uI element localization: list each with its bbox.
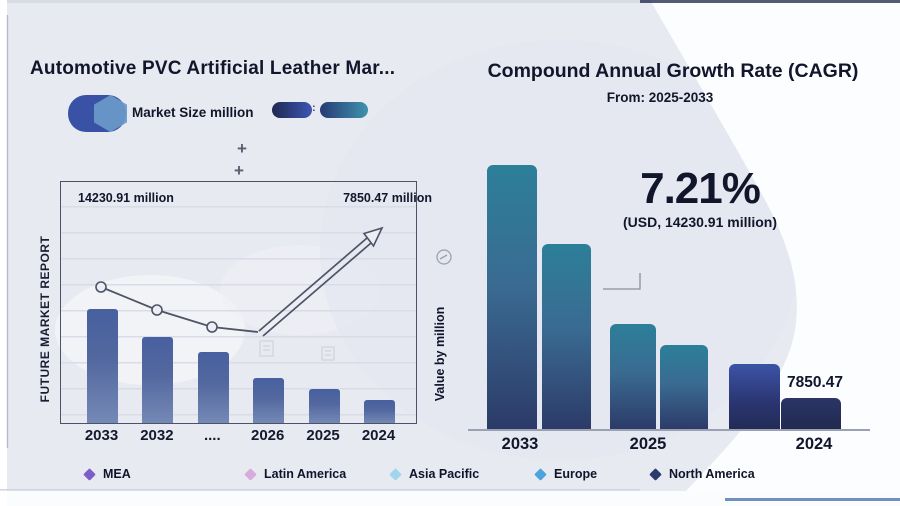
legend-label: North America: [669, 467, 755, 481]
diamond-icon: [534, 467, 547, 481]
right-subtitle: From: 2025-2033: [606, 90, 714, 105]
left-x-label: 2033: [84, 427, 119, 444]
left-bar-2025: [308, 389, 340, 423]
right-title: Compound Annual Growth Rate (CAGR): [487, 60, 859, 82]
ratio-separator: :: [312, 102, 316, 114]
left-chart-high-value: 14230.91 million: [78, 191, 174, 205]
diamond-icon: [389, 467, 402, 481]
left-bar-2024: [364, 400, 395, 423]
market-size-icon: [68, 95, 127, 132]
right-chart-axis-line: [468, 429, 870, 431]
left-title: Automotive PVC Artificial Leather Mar...: [30, 58, 396, 79]
legend-item-europe: Europe: [534, 465, 598, 483]
legend-label: Asia Pacific: [409, 467, 480, 481]
legend-item-north-america: North America: [649, 465, 755, 483]
left-x-label: ....: [203, 427, 221, 444]
right-x-label: 2024: [795, 435, 833, 453]
future-market-report-watermark: FUTURE MARKET REPORT: [38, 235, 52, 403]
right-x-label: 2033: [501, 435, 539, 453]
right-bar-2025-2: [660, 345, 708, 430]
right-bar-2024-1: [729, 364, 780, 430]
left-x-label: 2032: [140, 427, 174, 444]
legend-item-latin-america: Latin America: [244, 465, 347, 483]
diamond-icon: [244, 467, 257, 481]
left-x-label: 2025: [306, 427, 340, 444]
legend-item-asia-pacific: Asia Pacific: [389, 465, 480, 483]
right-x-label: 2025: [629, 435, 667, 453]
left-x-label: 2024: [361, 427, 396, 444]
left-chart-low-value: 7850.47 million: [343, 191, 432, 205]
left-x-label: 2026: [251, 427, 285, 444]
diamond-icon: [649, 467, 662, 481]
right-chart-annotation: 7850.47: [787, 374, 844, 391]
legend-label: MEA: [103, 467, 131, 481]
cagr-note: (USD, 14230.91 million): [622, 214, 778, 230]
value-axis-label: Value by million: [433, 306, 447, 402]
right-bar-2033-2: [542, 244, 591, 430]
right-bar-2025-1: [610, 324, 656, 430]
left-bar-2026: [253, 378, 285, 423]
legend-label: Europe: [554, 467, 598, 481]
ratio-pill-teal-icon: [320, 102, 368, 118]
left-bar-chart: 14230.91 million 7850.47 million: [60, 181, 432, 424]
plus-mark-icon: +: [237, 139, 247, 158]
left-bar-2033: [87, 309, 118, 423]
legend-label: Latin America: [264, 467, 347, 481]
left-bar-....: [197, 352, 229, 423]
left-bar-2032: [142, 337, 174, 423]
market-size-label: Market Size million: [132, 105, 254, 120]
legend-item-mea: MEA: [83, 465, 131, 483]
right-bar-2033-1: [487, 165, 537, 430]
ratio-pill-dark-icon: [272, 102, 312, 118]
diamond-icon: [83, 467, 96, 481]
right-bar-2024-2: [781, 398, 841, 430]
plus-mark-icon: +: [234, 161, 244, 180]
cagr-value: 7.21%: [640, 164, 761, 213]
